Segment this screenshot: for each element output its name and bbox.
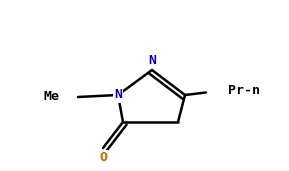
Text: N: N xyxy=(114,89,122,102)
Text: O: O xyxy=(99,151,107,164)
Text: Me: Me xyxy=(44,90,60,103)
Text: N: N xyxy=(148,54,156,67)
Text: Pr-n: Pr-n xyxy=(228,83,260,96)
